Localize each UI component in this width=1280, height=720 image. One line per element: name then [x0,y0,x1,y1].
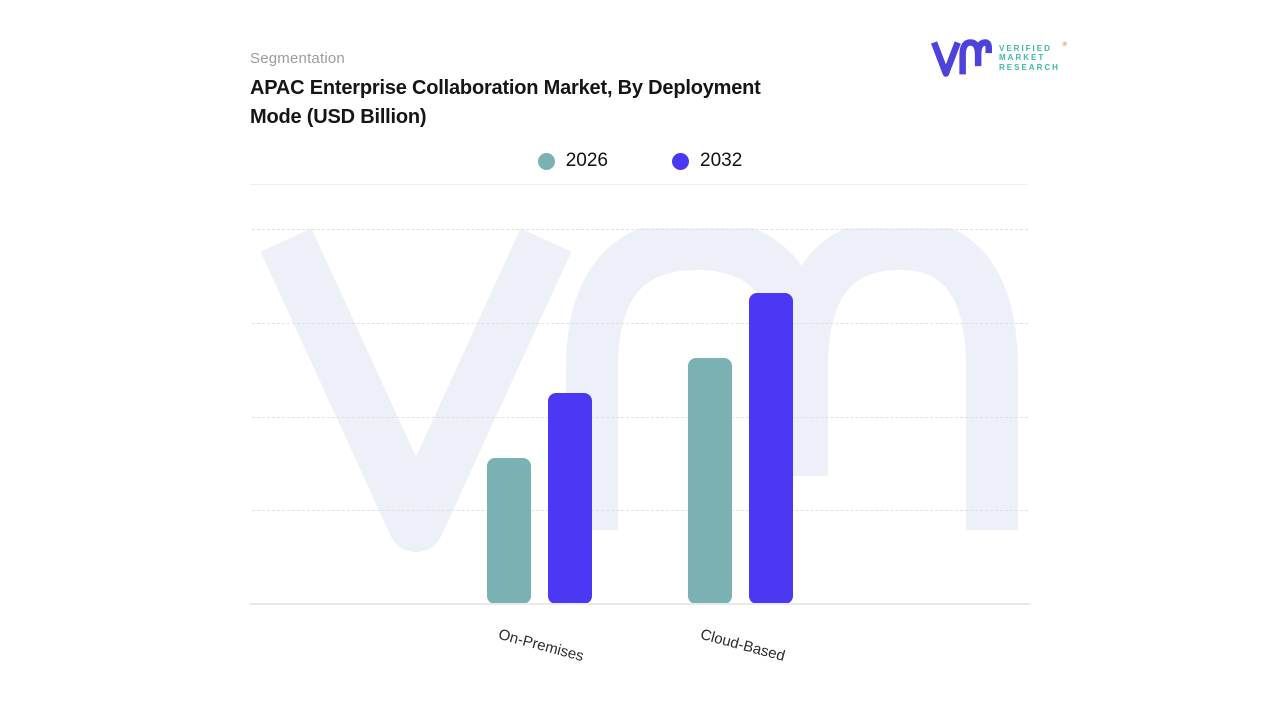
vmr-logo-text: VERIFIED ® MARKET RESEARCH [999,41,1067,73]
bar-cloud-based-2032 [749,292,794,604]
logo-line-market: MARKET [999,53,1046,63]
x-axis-label-cloud-based: Cloud-Based [698,626,787,665]
legend-separator-line [250,184,1028,185]
vmr-logo-mark-icon [931,39,992,77]
bar-cloud-based-2026 [688,358,733,604]
chart-title: APAC Enterprise Collaboration Market, By… [250,77,761,128]
legend-swatch-2032 [672,152,689,170]
logo-line-verified: VERIFIED ® [999,41,1067,53]
legend-swatch-2026 [537,152,555,170]
vmr-watermark-icon [260,228,1018,552]
registered-trademark-icon: ® [1062,41,1067,48]
bar-on-premises-2026 [486,457,531,604]
gridline [252,416,1028,418]
legend-item-2026: 2026 [537,150,608,172]
vmr-logo: VERIFIED ® MARKET RESEARCH [930,36,1067,80]
gridline [252,229,1028,230]
bar-on-premises-2032 [547,393,592,604]
legend-label-2026: 2026 [565,150,608,171]
x-axis-baseline [250,603,1030,605]
eyebrow-label: Segmentation [250,50,345,67]
legend-label-2032: 2032 [700,150,743,171]
legend-item-2032: 2032 [672,150,742,172]
chart-legend: 2026 2032 [252,147,1028,175]
x-axis-label-on-premises: On-Premises [496,626,586,666]
gridline [252,322,1028,324]
logo-line-research: RESEARCH [999,62,1060,72]
gridline [252,510,1028,512]
